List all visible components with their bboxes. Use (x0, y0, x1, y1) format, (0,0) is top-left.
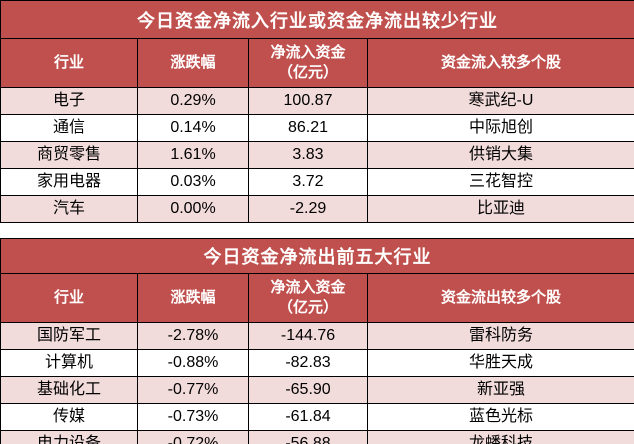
change-cell: 0.03% (137, 168, 249, 196)
industry-cell: 家用电器 (0, 168, 138, 196)
netflow-cell: -61.84 (248, 403, 368, 431)
inflow-table: 今日资金净流入行业或资金净流出较少行业 行业 涨跌幅 净流入资金 （亿元） 资金… (0, 0, 634, 223)
col-header-change: 涨跌幅 (137, 38, 249, 88)
col-header-change: 涨跌幅 (137, 273, 249, 323)
table-row: 国防军工 -2.78% -144.76 雷科防务 (0, 322, 634, 350)
stock-cell: 寒武纪-U (367, 87, 634, 115)
netflow-cell: 3.83 (248, 141, 368, 169)
inflow-table-title-row: 今日资金净流入行业或资金净流出较少行业 (0, 0, 634, 39)
col-header-industry: 行业 (0, 273, 138, 323)
col-header-netflow: 净流入资金 （亿元） (248, 38, 368, 88)
outflow-table-title-row: 今日资金净流出前五大行业 (0, 238, 634, 274)
stock-cell: 比亚迪 (367, 195, 634, 223)
change-cell: -0.77% (137, 376, 249, 404)
outflow-table: 今日资金净流出前五大行业 行业 涨跌幅 净流入资金 （亿元） 资金流出较多个股 … (0, 238, 634, 444)
change-cell: -0.88% (137, 349, 249, 377)
stock-cell: 华胜天成 (367, 349, 634, 377)
industry-cell: 基础化工 (0, 376, 138, 404)
table-row: 电子 0.29% 100.87 寒武纪-U (0, 87, 634, 115)
col-header-top-inflow-stock: 资金流入较多个股 (367, 38, 634, 88)
stock-cell: 供销大集 (367, 141, 634, 169)
change-cell: 0.14% (137, 114, 249, 142)
table-row: 基础化工 -0.77% -65.90 新亚强 (0, 376, 634, 404)
change-cell: 0.00% (137, 195, 249, 223)
industry-cell: 传媒 (0, 403, 138, 431)
industry-cell: 电力设备 (0, 430, 138, 444)
netflow-cell: 3.72 (248, 168, 368, 196)
netflow-cell: -2.29 (248, 195, 368, 223)
table-row: 传媒 -0.73% -61.84 蓝色光标 (0, 403, 634, 431)
inflow-table-header-row: 行业 涨跌幅 净流入资金 （亿元） 资金流入较多个股 (0, 38, 634, 88)
netflow-cell: -56.88 (248, 430, 368, 444)
stock-cell: 三花智控 (367, 168, 634, 196)
stock-cell: 蓝色光标 (367, 403, 634, 431)
stock-cell: 中际旭创 (367, 114, 634, 142)
stock-cell: 新亚强 (367, 376, 634, 404)
table-row: 电力设备 -0.72% -56.88 龙蟠科技 (0, 430, 634, 444)
netflow-cell: 100.87 (248, 87, 368, 115)
col-header-industry: 行业 (0, 38, 138, 88)
col-header-netflow: 净流入资金 （亿元） (248, 273, 368, 323)
industry-cell: 国防军工 (0, 322, 138, 350)
table-row: 家用电器 0.03% 3.72 三花智控 (0, 168, 634, 196)
change-cell: -2.78% (137, 322, 249, 350)
outflow-table-title: 今日资金净流出前五大行业 (0, 238, 634, 274)
netflow-cell: -65.90 (248, 376, 368, 404)
table-row: 汽车 0.00% -2.29 比亚迪 (0, 195, 634, 223)
change-cell: 1.61% (137, 141, 249, 169)
netflow-cell: 86.21 (248, 114, 368, 142)
outflow-table-header-row: 行业 涨跌幅 净流入资金 （亿元） 资金流出较多个股 (0, 273, 634, 323)
stock-cell: 龙蟠科技 (367, 430, 634, 444)
industry-cell: 通信 (0, 114, 138, 142)
change-cell: -0.73% (137, 403, 249, 431)
industry-cell: 商贸零售 (0, 141, 138, 169)
industry-cell: 计算机 (0, 349, 138, 377)
table-row: 商贸零售 1.61% 3.83 供销大集 (0, 141, 634, 169)
change-cell: -0.72% (137, 430, 249, 444)
col-header-top-outflow-stock: 资金流出较多个股 (367, 273, 634, 323)
change-cell: 0.29% (137, 87, 249, 115)
tables-gap (0, 223, 634, 238)
netflow-cell: -144.76 (248, 322, 368, 350)
industry-cell: 汽车 (0, 195, 138, 223)
inflow-table-title: 今日资金净流入行业或资金净流出较少行业 (0, 0, 634, 39)
table-row: 通信 0.14% 86.21 中际旭创 (0, 114, 634, 142)
stock-cell: 雷科防务 (367, 322, 634, 350)
industry-cell: 电子 (0, 87, 138, 115)
table-row: 计算机 -0.88% -82.83 华胜天成 (0, 349, 634, 377)
netflow-cell: -82.83 (248, 349, 368, 377)
